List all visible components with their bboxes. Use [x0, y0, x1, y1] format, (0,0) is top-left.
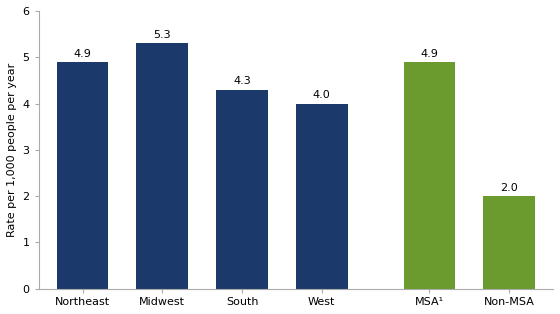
Text: 5.3: 5.3: [153, 30, 171, 40]
Text: 4.9: 4.9: [73, 49, 91, 59]
Text: 4.0: 4.0: [313, 90, 330, 100]
Bar: [404, 62, 455, 289]
Bar: [483, 196, 535, 289]
Text: 4.9: 4.9: [421, 49, 438, 59]
Text: 4.3: 4.3: [233, 76, 251, 86]
Bar: [296, 104, 348, 289]
Y-axis label: Rate per 1,000 people per year: Rate per 1,000 people per year: [7, 63, 17, 237]
Bar: [57, 62, 109, 289]
Text: 2.0: 2.0: [500, 183, 518, 193]
Bar: [136, 43, 188, 289]
Bar: [216, 90, 268, 289]
